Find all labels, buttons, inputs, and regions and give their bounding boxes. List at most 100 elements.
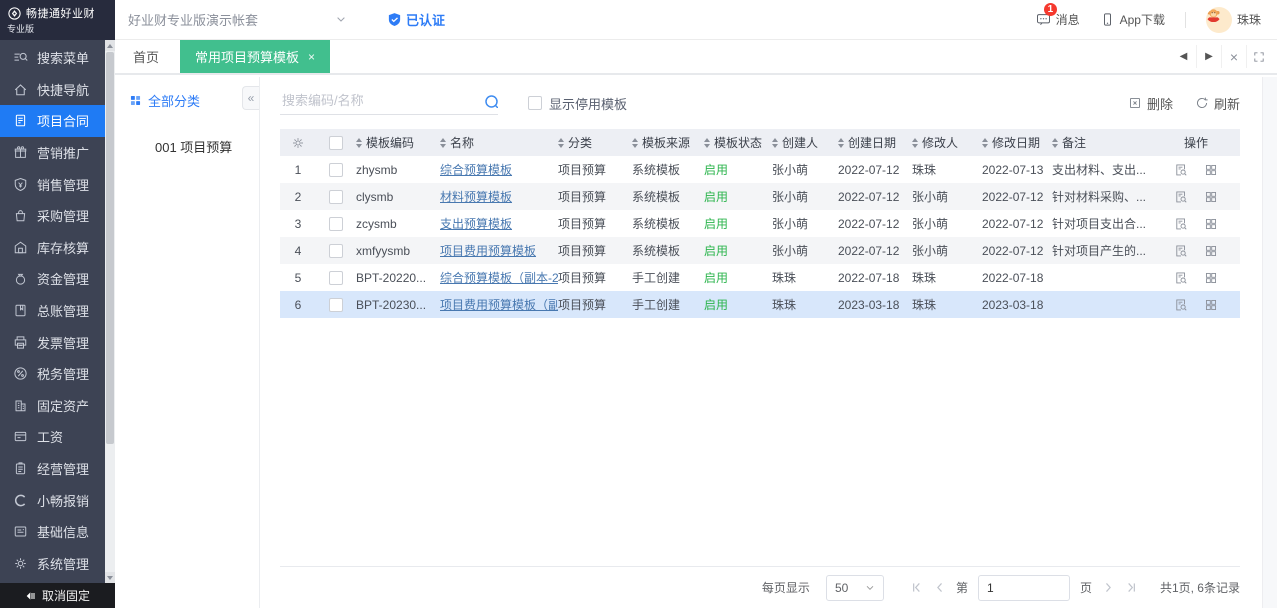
preview-icon[interactable] [1174, 298, 1188, 312]
sidebar-item-project-contract[interactable]: 项目合同 [0, 105, 105, 137]
template-name-link[interactable]: 项目费用预算模板（副... [440, 298, 558, 312]
generate-grid-icon[interactable] [1204, 217, 1218, 231]
preview-icon[interactable] [1174, 271, 1188, 285]
table-row-selected[interactable]: 6 BPT-20230... 项目费用预算模板（副... 项目预算 手工创建 启… [280, 291, 1240, 318]
tab-budget-template[interactable]: 常用项目预算模板 × [180, 40, 331, 73]
scroll-up-icon[interactable] [105, 40, 115, 51]
row-checkbox[interactable] [316, 243, 356, 258]
col-header-modifier[interactable]: 修改人 [912, 134, 982, 151]
generate-grid-icon[interactable] [1204, 163, 1218, 177]
table-row[interactable]: 5 BPT-20220... 综合预算模板（副本-2... 项目预算 手工创建 … [280, 264, 1240, 291]
main-scrollbar-track[interactable] [1262, 77, 1277, 608]
row-checkbox[interactable] [316, 216, 356, 231]
sort-icon[interactable] [632, 137, 638, 148]
select-all-checkbox[interactable] [316, 135, 356, 150]
row-checkbox[interactable] [316, 297, 356, 312]
sort-icon[interactable] [1052, 137, 1058, 148]
col-header-source[interactable]: 模板来源 [632, 134, 704, 151]
col-header-remark[interactable]: 备注 [1052, 134, 1152, 151]
col-header-name[interactable]: 名称 [440, 134, 558, 151]
page-number-input[interactable] [977, 574, 1070, 601]
table-row[interactable]: 4 xmfyysmb 项目费用预算模板 项目预算 系统模板 启用 张小萌 202… [280, 237, 1240, 264]
col-header-created-date[interactable]: 创建日期 [838, 134, 912, 151]
sort-icon[interactable] [356, 137, 362, 148]
generate-grid-icon[interactable] [1204, 271, 1218, 285]
sidebar-item-base-info[interactable]: 基础信息 [0, 516, 105, 548]
template-name-link[interactable]: 项目费用预算模板 [440, 244, 537, 258]
sidebar-item-search-menu[interactable]: 搜索菜单 [0, 42, 105, 74]
sidebar-item-sales[interactable]: 销售管理 [0, 168, 105, 200]
first-page-button[interactable] [910, 581, 923, 594]
show-disabled-checkbox[interactable]: 显示停用模板 [528, 94, 627, 113]
template-name-link[interactable]: 材料预算模板 [440, 190, 513, 204]
col-header-modified-date[interactable]: 修改日期 [982, 134, 1052, 151]
preview-icon[interactable] [1174, 244, 1188, 258]
next-page-button[interactable] [1102, 581, 1115, 594]
verified-badge[interactable]: 已认证 [387, 10, 445, 29]
last-page-button[interactable] [1125, 581, 1138, 594]
generate-grid-icon[interactable] [1204, 190, 1218, 204]
scrollbar-thumb[interactable] [106, 52, 114, 444]
row-checkbox[interactable] [316, 189, 356, 204]
search-icon[interactable] [483, 93, 498, 108]
col-header-category[interactable]: 分类 [558, 134, 632, 151]
col-header-template-code[interactable]: 模板编码 [356, 134, 440, 151]
unpin-sidebar-button[interactable]: 取消固定 [0, 583, 115, 608]
messages-button[interactable]: 1 消息 [1036, 3, 1080, 28]
prev-page-button[interactable] [933, 581, 946, 594]
category-item-project-budget[interactable]: 001 项目预算 [155, 140, 233, 155]
col-header-creator[interactable]: 创建人 [772, 134, 838, 151]
row-checkbox[interactable] [316, 162, 356, 177]
preview-icon[interactable] [1174, 190, 1188, 204]
sort-icon[interactable] [704, 137, 710, 148]
col-header-status[interactable]: 模板状态 [704, 134, 772, 151]
template-name-link[interactable]: 综合预算模板 [440, 163, 513, 177]
sidebar-item-tax[interactable]: 税务管理 [0, 358, 105, 390]
tab-scroll-left-button[interactable]: ◀ [1179, 51, 1188, 62]
tab-home[interactable]: 首页 [115, 40, 177, 73]
sort-icon[interactable] [440, 137, 446, 148]
sidebar-item-operations[interactable]: 经营管理 [0, 453, 105, 485]
table-row[interactable]: 1 zhysmb 综合预算模板 项目预算 系统模板 启用 张小萌 2022-07… [280, 156, 1240, 183]
column-settings-button[interactable] [280, 136, 316, 150]
tab-close-icon[interactable]: × [308, 49, 316, 64]
sort-icon[interactable] [558, 137, 564, 148]
sidebar-item-marketing[interactable]: 营销推广 [0, 137, 105, 169]
tab-close-all-button[interactable]: × [1221, 45, 1246, 68]
template-name-link[interactable]: 综合预算模板（副本-2... [440, 271, 558, 285]
table-row[interactable]: 3 zcysmb 支出预算模板 项目预算 系统模板 启用 张小萌 2022-07… [280, 210, 1240, 237]
row-checkbox[interactable] [316, 270, 356, 285]
sidebar-item-salary[interactable]: 工资 [0, 421, 105, 453]
preview-icon[interactable] [1174, 217, 1188, 231]
sidebar-item-quick-nav[interactable]: 快捷导航 [0, 74, 105, 106]
sort-icon[interactable] [982, 137, 988, 148]
checkbox-icon[interactable] [528, 96, 542, 110]
table-row[interactable]: 2 clysmb 材料预算模板 项目预算 系统模板 启用 张小萌 2022-07… [280, 183, 1240, 210]
search-input[interactable] [280, 91, 483, 109]
page-size-select[interactable]: 50 [825, 574, 884, 601]
tab-scroll-right-button[interactable]: ▶ [1196, 45, 1221, 68]
fullscreen-button[interactable] [1246, 45, 1271, 68]
sort-icon[interactable] [772, 137, 778, 148]
collapse-panel-button[interactable]: « [242, 86, 259, 110]
sidebar-item-reimburse[interactable]: 小畅报销 [0, 484, 105, 516]
sidebar-scrollbar[interactable] [105, 40, 115, 583]
sidebar-item-system[interactable]: 系统管理 [0, 548, 105, 580]
category-all[interactable]: 全部分类 [115, 91, 259, 110]
preview-icon[interactable] [1174, 163, 1188, 177]
scroll-down-icon[interactable] [105, 572, 115, 583]
generate-grid-icon[interactable] [1204, 298, 1218, 312]
sort-icon[interactable] [912, 137, 918, 148]
generate-grid-icon[interactable] [1204, 244, 1218, 258]
sidebar-item-purchase[interactable]: 采购管理 [0, 200, 105, 232]
checkbox-icon[interactable] [329, 135, 343, 150]
sidebar-item-invoice[interactable]: 发票管理 [0, 326, 105, 358]
app-download-button[interactable]: App下载 [1100, 11, 1165, 28]
sidebar-item-fixed-assets[interactable]: 固定资产 [0, 390, 105, 422]
refresh-button[interactable]: 刷新 [1195, 94, 1240, 113]
sidebar-item-funds[interactable]: 资金管理 [0, 263, 105, 295]
sort-icon[interactable] [838, 137, 844, 148]
user-menu[interactable]: 珠珠 [1205, 6, 1261, 33]
delete-button[interactable]: 删除 [1128, 94, 1173, 113]
sidebar-item-inventory[interactable]: 库存核算 [0, 232, 105, 264]
